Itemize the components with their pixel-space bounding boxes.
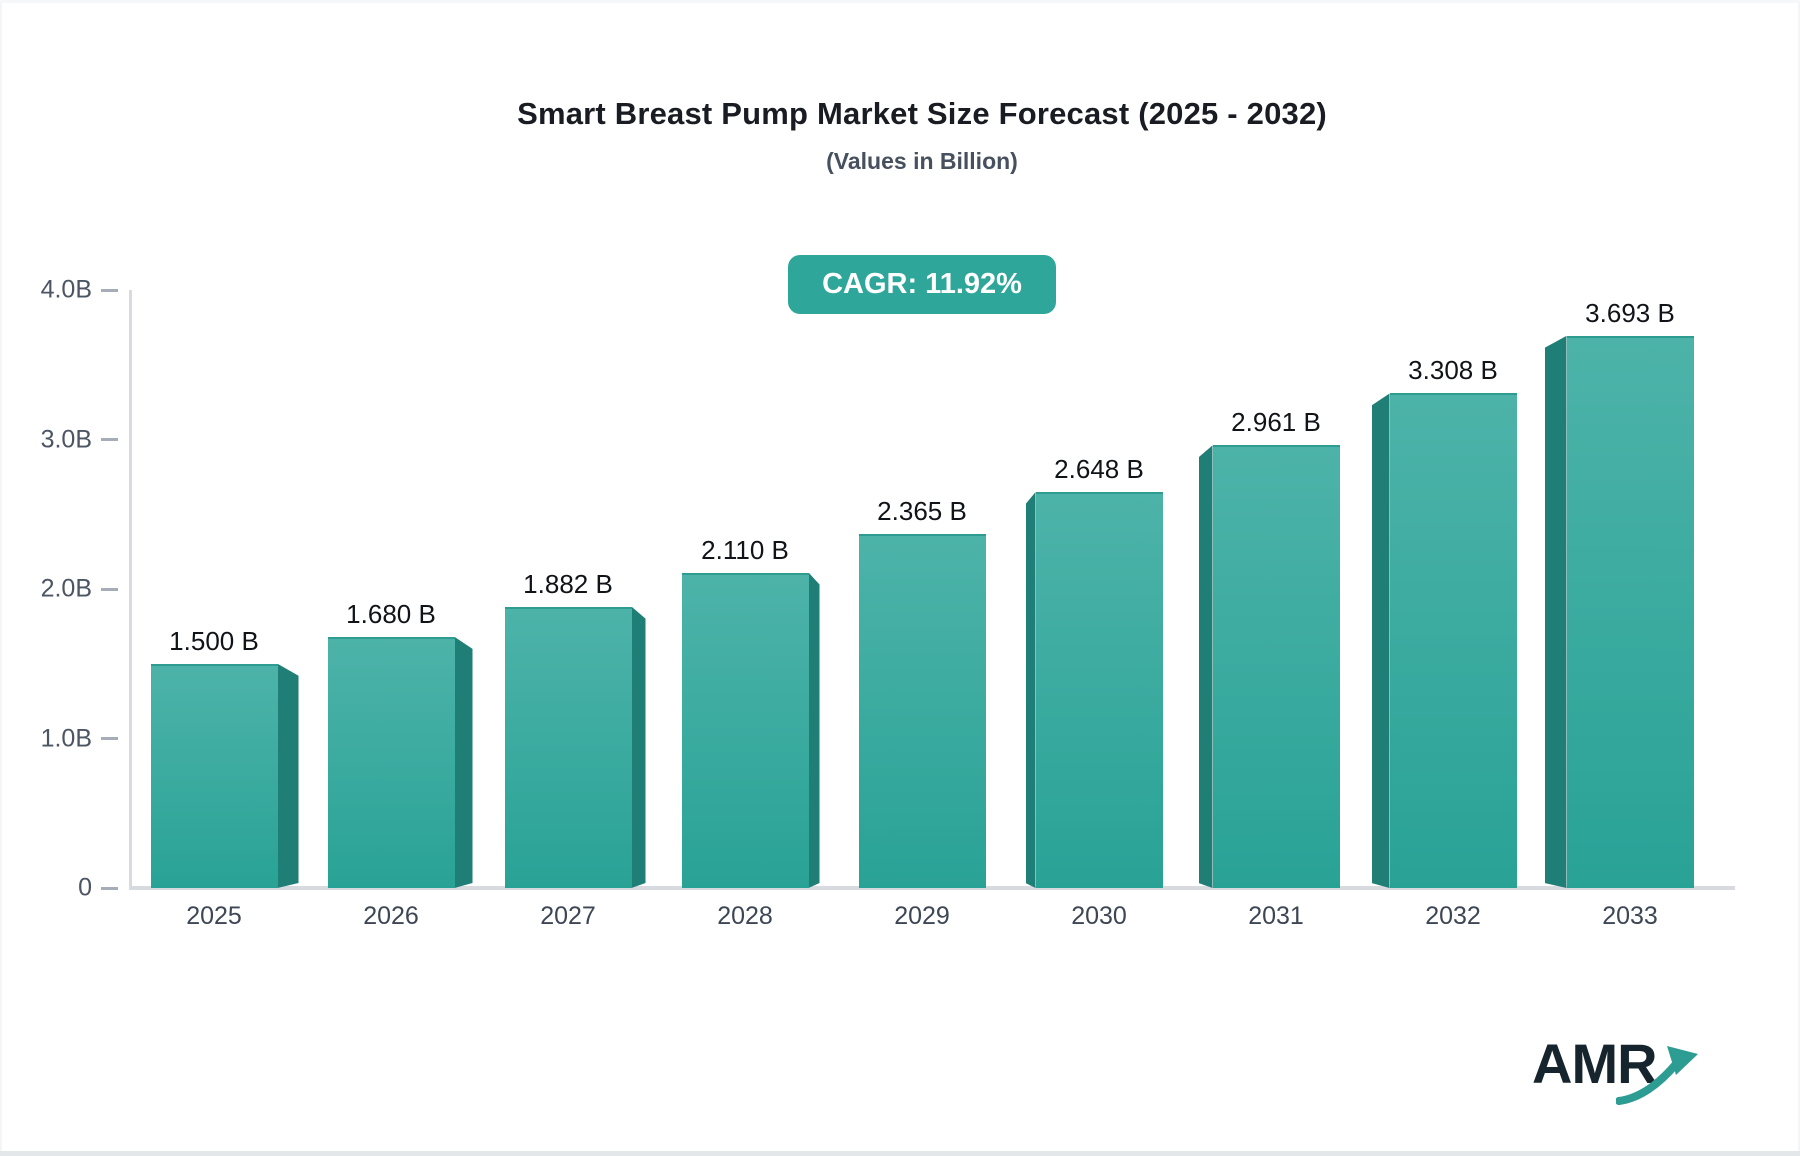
x-axis-label: 2027	[540, 902, 596, 930]
bar-face	[858, 534, 986, 888]
y-axis-tick	[101, 886, 118, 890]
bar-2030	[1026, 492, 1163, 888]
bar-side-3d	[1372, 393, 1390, 888]
bar-face	[327, 636, 455, 888]
bar-2031	[1199, 445, 1340, 888]
bar-face	[1035, 492, 1163, 888]
growth-arrow-icon	[1616, 1046, 1698, 1105]
bar-face	[1566, 335, 1694, 888]
x-axis-label: 2032	[1425, 902, 1481, 930]
bar-value-label: 3.693 B	[1585, 297, 1675, 328]
y-axis-line	[129, 290, 132, 890]
bar-face	[504, 606, 632, 888]
x-axis-label: 2031	[1248, 902, 1304, 930]
bar-value-label: 2.961 B	[1231, 407, 1321, 438]
bar-value-label: 2.365 B	[877, 496, 967, 527]
bar-side-3d	[1199, 445, 1213, 888]
badge-row: CAGR: 11.92%	[130, 255, 1714, 314]
x-axis-label: 2026	[363, 902, 419, 930]
bar-side-3d	[632, 607, 646, 888]
bar-2025	[150, 663, 299, 888]
bar-side-3d	[809, 573, 820, 888]
bar-value-label: 2.648 B	[1054, 454, 1144, 485]
bar-value-label: 1.680 B	[346, 598, 436, 629]
bar-value-label: 1.882 B	[523, 568, 613, 599]
x-axis-label: 2029	[894, 902, 950, 930]
bar-2028	[681, 572, 820, 888]
bar-2027	[504, 606, 646, 888]
x-axis-label: 2033	[1602, 902, 1658, 930]
bar-face	[1389, 393, 1517, 888]
y-axis-label: 2.0B	[40, 574, 92, 603]
bar-face	[681, 572, 809, 888]
bar-face	[150, 663, 278, 888]
bar-value-label: 2.110 B	[701, 534, 789, 565]
bar-2033	[1545, 335, 1694, 888]
x-axis-label: 2025	[186, 902, 242, 930]
chart-title: Smart Breast Pump Market Size Forecast (…	[517, 96, 1327, 131]
brand-logo-text: AMR	[1532, 1032, 1658, 1095]
x-axis-label: 2030	[1071, 902, 1127, 930]
y-axis-tick	[101, 288, 118, 292]
x-axis-label: 2028	[717, 902, 773, 930]
bar-2029	[858, 534, 986, 888]
x-axis-line	[129, 886, 1735, 890]
bar-value-label: 1.500 B	[169, 625, 259, 656]
bar-side-3d	[455, 637, 473, 888]
bar-side-3d	[278, 664, 299, 888]
y-axis-tick	[101, 587, 118, 591]
bar-2026	[327, 636, 473, 888]
y-axis-label: 4.0B	[40, 275, 92, 304]
y-axis-tick	[101, 438, 118, 441]
bar-value-label: 3.308 B	[1408, 355, 1498, 386]
y-axis-label: 3.0B	[40, 425, 92, 453]
bar-2032	[1372, 393, 1517, 888]
y-axis-tick	[101, 737, 118, 740]
bar-side-3d	[1026, 492, 1036, 888]
chart-subtitle: (Values in Billion)	[826, 148, 1018, 174]
bottom-edge-strip	[0, 1151, 1800, 1156]
top-edge-strip	[0, 0, 1800, 3]
cagr-badge: CAGR: 11.92%	[788, 255, 1056, 314]
bar-side-3d	[1545, 336, 1567, 888]
brand-logo: AMR	[1532, 1036, 1702, 1106]
bar-face	[1212, 445, 1340, 888]
y-axis-label: 1.0B	[40, 724, 92, 752]
y-axis-label: 0	[78, 873, 92, 902]
